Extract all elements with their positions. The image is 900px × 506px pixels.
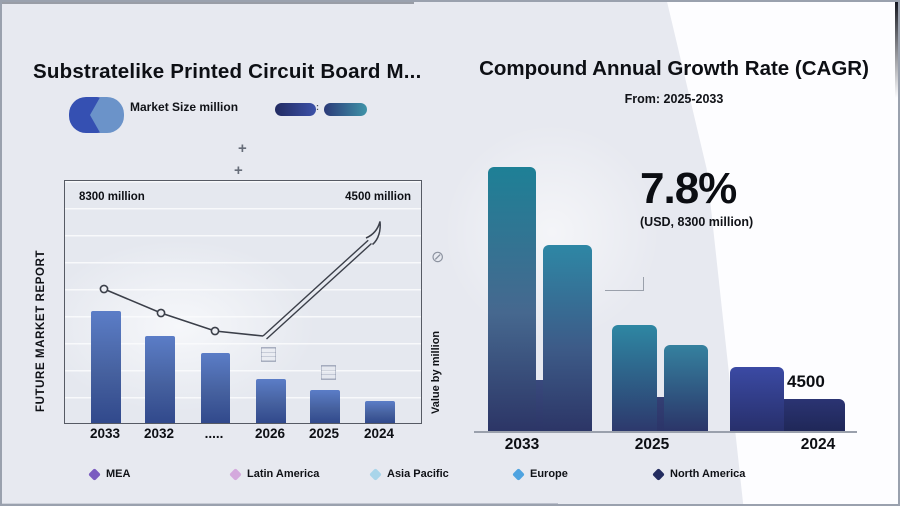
bar-2024 — [365, 401, 395, 423]
legend-marker-icon — [512, 467, 525, 481]
plus-mark-icon: + — [234, 162, 243, 179]
bar-2026 — [256, 379, 286, 423]
brand-logo — [69, 97, 124, 133]
legend-item-north-america: North America — [652, 467, 746, 481]
cagr-subtitle: From: 2025-2033 — [624, 92, 724, 106]
x-label-2025: 2025 — [308, 426, 340, 441]
legend-marker-icon — [369, 467, 382, 481]
watermark-icon — [261, 347, 276, 362]
x-label-2025: 2025 — [634, 436, 670, 453]
cagr-note: (USD, 8300 million) — [640, 215, 754, 229]
watermark-text: FUTURE MARKET REPORT — [35, 249, 47, 412]
scale-pill-teal — [324, 103, 367, 116]
bottom-edge-accent — [2, 503, 558, 504]
x-label-2024: 2024 — [363, 426, 395, 441]
legend-label: North America — [670, 468, 746, 480]
callout-corner-line — [605, 277, 644, 291]
legend-item-mea: MEA — [88, 467, 131, 481]
legend-item-asia-pacific: Asia Pacific — [369, 467, 449, 481]
trend-line-overlay — [99, 221, 381, 340]
cagr-bar-2033-secondary — [543, 245, 592, 432]
data-label-4500: 4500 — [787, 372, 825, 391]
top-edge-accent — [2, 2, 414, 4]
watermark-icon — [321, 365, 336, 380]
plus-mark-icon: + — [238, 140, 247, 157]
corner-accent — [895, 2, 898, 98]
cagr-bar-2024-primary — [730, 367, 784, 432]
legend-label: MEA — [106, 468, 131, 480]
cagr-value: 7.8% — [640, 164, 737, 213]
slashed-circle-icon: ⊘ — [431, 249, 445, 266]
legend-marker-icon — [652, 467, 665, 481]
legend-item-europe: Europe — [512, 467, 568, 481]
legend-label: Latin America — [247, 468, 320, 480]
annotation-8300: 8300 million — [79, 191, 145, 203]
x-label-2024: 2024 — [800, 436, 836, 453]
legend-label: Europe — [530, 468, 568, 480]
value-axis-label: Value by million — [430, 330, 442, 414]
cagr-bar-2025-primary — [612, 325, 657, 432]
cagr-bar-2033-primary — [488, 167, 536, 432]
x-axis-line — [474, 431, 857, 433]
bar-2025 — [310, 390, 340, 423]
page-title: Substratelike Printed Circuit Board M... — [33, 60, 422, 83]
legend-item-latin-america: Latin America — [229, 467, 320, 481]
annotation-4500: 4500 million — [345, 191, 411, 203]
series-label: Market Size million — [130, 100, 239, 114]
x-label-2033: 2033 — [504, 436, 540, 453]
x-label-2032: 2032 — [143, 426, 175, 441]
cagr-bar-2024-secondary — [784, 399, 845, 432]
scale-pill-navy — [275, 103, 316, 116]
x-label-ellipsis: ..... — [204, 426, 224, 441]
x-label-2033: 2033 — [89, 426, 121, 441]
bar-joint-2033 — [534, 380, 545, 432]
legend-marker-icon — [229, 467, 242, 481]
market-size-chart: 8300 million 4500 million — [64, 180, 422, 424]
cagr-title: Compound Annual Growth Rate (CAGR) — [479, 57, 869, 80]
legend-label: Asia Pacific — [387, 468, 449, 480]
bar-2033 — [91, 311, 121, 423]
bar-joint-2025 — [655, 397, 666, 432]
x-label-2026: 2026 — [254, 426, 286, 441]
scale-separator: : — [316, 102, 319, 112]
cagr-bar-2025-secondary — [664, 345, 708, 432]
bar-2032 — [145, 336, 175, 423]
legend-marker-icon — [88, 467, 101, 481]
bar-ellipsis — [201, 353, 230, 423]
